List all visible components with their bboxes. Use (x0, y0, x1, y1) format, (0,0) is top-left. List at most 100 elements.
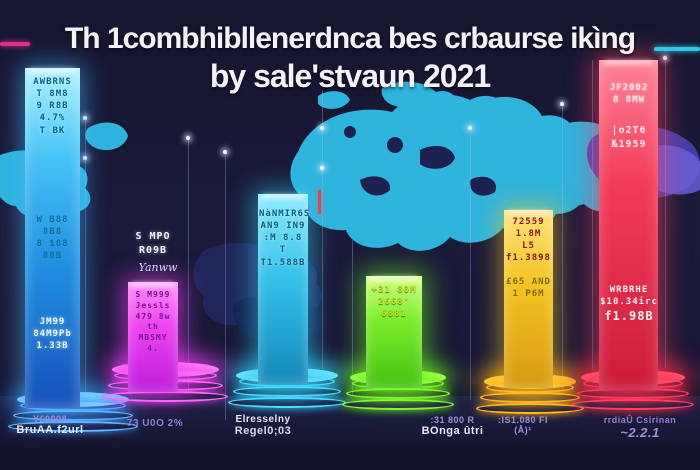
face-line: L5 (522, 241, 535, 252)
face-line: AN9 IN9 (260, 221, 306, 232)
tower-5-pillar (504, 210, 553, 388)
map-hole-4 (387, 137, 403, 153)
tower-1-face-text-low: W B88 8B8 8 188 88B (25, 214, 80, 263)
title-line-1: Th 1combhibllenerdnca bes crbaurse ikìng (64, 22, 636, 55)
face-line: 8 188 88B (36, 239, 69, 262)
face-line: th MBSMY (138, 322, 168, 343)
tower-2-face-text: S M999 Jessls 479 8w th MBSMY 4. (130, 290, 176, 355)
map-fragment-top-2 (381, 81, 456, 113)
map-hole-2 (360, 176, 391, 196)
face-line: 4.7% (39, 113, 66, 124)
face-line: NàNMIR6S (259, 209, 311, 219)
face-line: +31 80M (371, 285, 417, 295)
tower-3-face-text: NàNMIR6S AN9 IN9 :M 8.8 T T1.588B (259, 208, 311, 269)
face-line: S M999 (135, 290, 171, 299)
tower-1-face-text-mid: JM99 84M9Pb 1.33B (25, 316, 80, 352)
map-fragment-top-1 (318, 91, 350, 109)
tower-3-label: Elresselny Regel0;03 (203, 414, 323, 437)
face-line: S MPO (135, 231, 171, 242)
map-hole-1 (420, 145, 455, 169)
pedestal-ring (342, 399, 454, 410)
face-line: 84M9Pb (33, 329, 72, 340)
glow-dot (468, 126, 472, 130)
label-line-2: Regel0;03 (234, 425, 292, 437)
tower-4-pillar (366, 276, 422, 388)
label-line-2: BruAA.f2url (16, 424, 84, 436)
face-line: W B88 8B8 (36, 215, 69, 238)
guide-line (225, 150, 226, 420)
guide-line (352, 240, 353, 395)
pedestal-ring (480, 392, 580, 403)
face-line: $10.34irc (600, 297, 658, 308)
guide-line (562, 100, 563, 392)
label-line-1: :31 800 R (430, 415, 475, 425)
left-accent-dash (0, 42, 30, 46)
map-hole-5 (344, 126, 356, 138)
face-line: 6881 (381, 309, 407, 320)
glow-dot (663, 56, 667, 60)
guide-line (188, 135, 189, 395)
glow-dot (320, 126, 324, 130)
label-line-2: BOnga ûtri (421, 425, 484, 437)
face-line: f1.3898 (506, 253, 551, 264)
tower-4-face-text: +31 80M 2668' 6881 (368, 284, 420, 320)
face-line: |o2T6 (611, 125, 647, 136)
face-line: 8 8MW (612, 95, 646, 106)
tower-1-label: Y£0008 BruAA.f2url (0, 414, 110, 436)
face-line: 4. (147, 343, 159, 353)
title-block: Th 1combhibllenerdnca bes crbaurse ikìng… (0, 22, 700, 95)
face-line: AWBRNS (33, 77, 72, 87)
map-fragment-top-3 (470, 95, 506, 115)
pedestal-ring (103, 391, 228, 402)
tower-2-script-text: Yanww (138, 261, 178, 274)
face-line: :M 8.8 T (263, 233, 303, 256)
tower-5-face-text-top: 72559 1.8M L5 f1.3898 (505, 216, 552, 265)
guide-line (592, 60, 593, 370)
tower-1-pillar (25, 68, 80, 408)
tower-5-label: :IS1.080 FI (Å)¹ (463, 415, 583, 435)
pedestal-ring (476, 403, 584, 414)
face-line: T1.588B (260, 257, 306, 268)
face-line: 2668' (377, 297, 411, 308)
tower-6-pillar (599, 60, 658, 390)
label-line-2: ~2.2.1 (620, 425, 660, 440)
guide-line (665, 55, 666, 368)
glow-dot (83, 156, 87, 160)
tower-6-face-text-top: JF2002 8 8MW (602, 82, 656, 106)
face-line: 479 8w (135, 311, 171, 321)
face-line: T BK (39, 125, 66, 136)
face-line: £65 AND (506, 277, 551, 287)
label-line-1: Elresselny (235, 414, 291, 425)
face-line: WRBRHE (609, 285, 649, 295)
tower-2-pillar (128, 282, 178, 392)
label-line-1: 73 U0O 2% (126, 418, 184, 429)
tower-2-floating-text: S MPO R09B (125, 230, 181, 257)
face-line: Jessls (135, 300, 171, 310)
map-hole-3 (469, 176, 496, 196)
face-line: 1.33B (36, 341, 69, 352)
label-line-1: :IS1.080 FI (497, 415, 549, 425)
tower-6-face-text-low: WRBRHE $10.34irc f1.98B (600, 284, 658, 324)
tower-6-face-text-mid: |o2T6 №1959 (602, 124, 656, 151)
face-line: f1.98B (604, 309, 654, 324)
face-line: 1 P6M (512, 289, 545, 300)
face-line: №1959 (611, 138, 647, 150)
pedestal-ring (13, 410, 133, 421)
glow-dot (560, 102, 564, 106)
tower-1-face-text-top: AWBRNS T 8M8 9 R8B 4.7% T BK (25, 76, 80, 137)
red-marker (318, 190, 321, 214)
map-fragment-left-small (85, 122, 128, 151)
pedestal-ring (8, 421, 138, 432)
pedestal-ring (572, 399, 694, 410)
label-line-1: rrdiaÛ Csirinan (603, 415, 677, 425)
face-line: JM99 (39, 317, 66, 327)
guide-line (322, 90, 323, 380)
tower-3-pillar (258, 194, 308, 384)
pedestal-ring (346, 388, 450, 399)
label-line-1: Y£0008 (32, 414, 68, 424)
